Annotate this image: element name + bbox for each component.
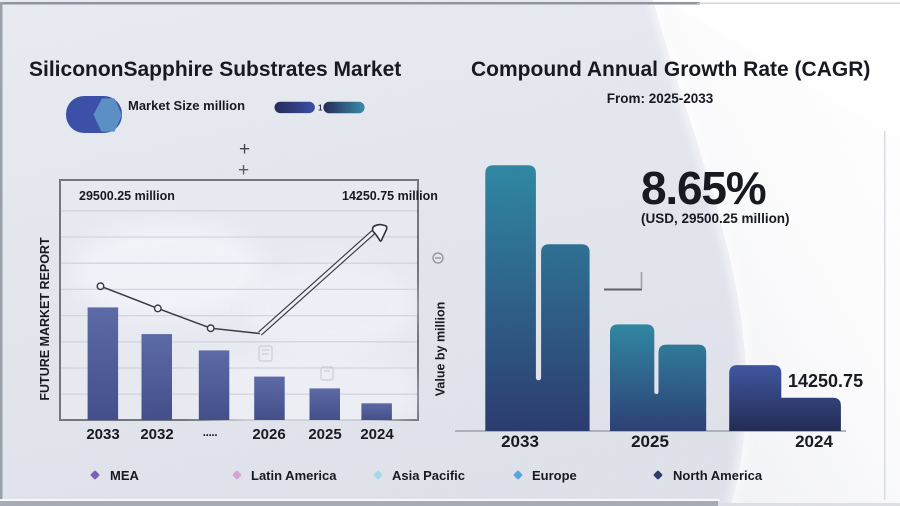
svg-text:1: 1: [318, 104, 323, 113]
